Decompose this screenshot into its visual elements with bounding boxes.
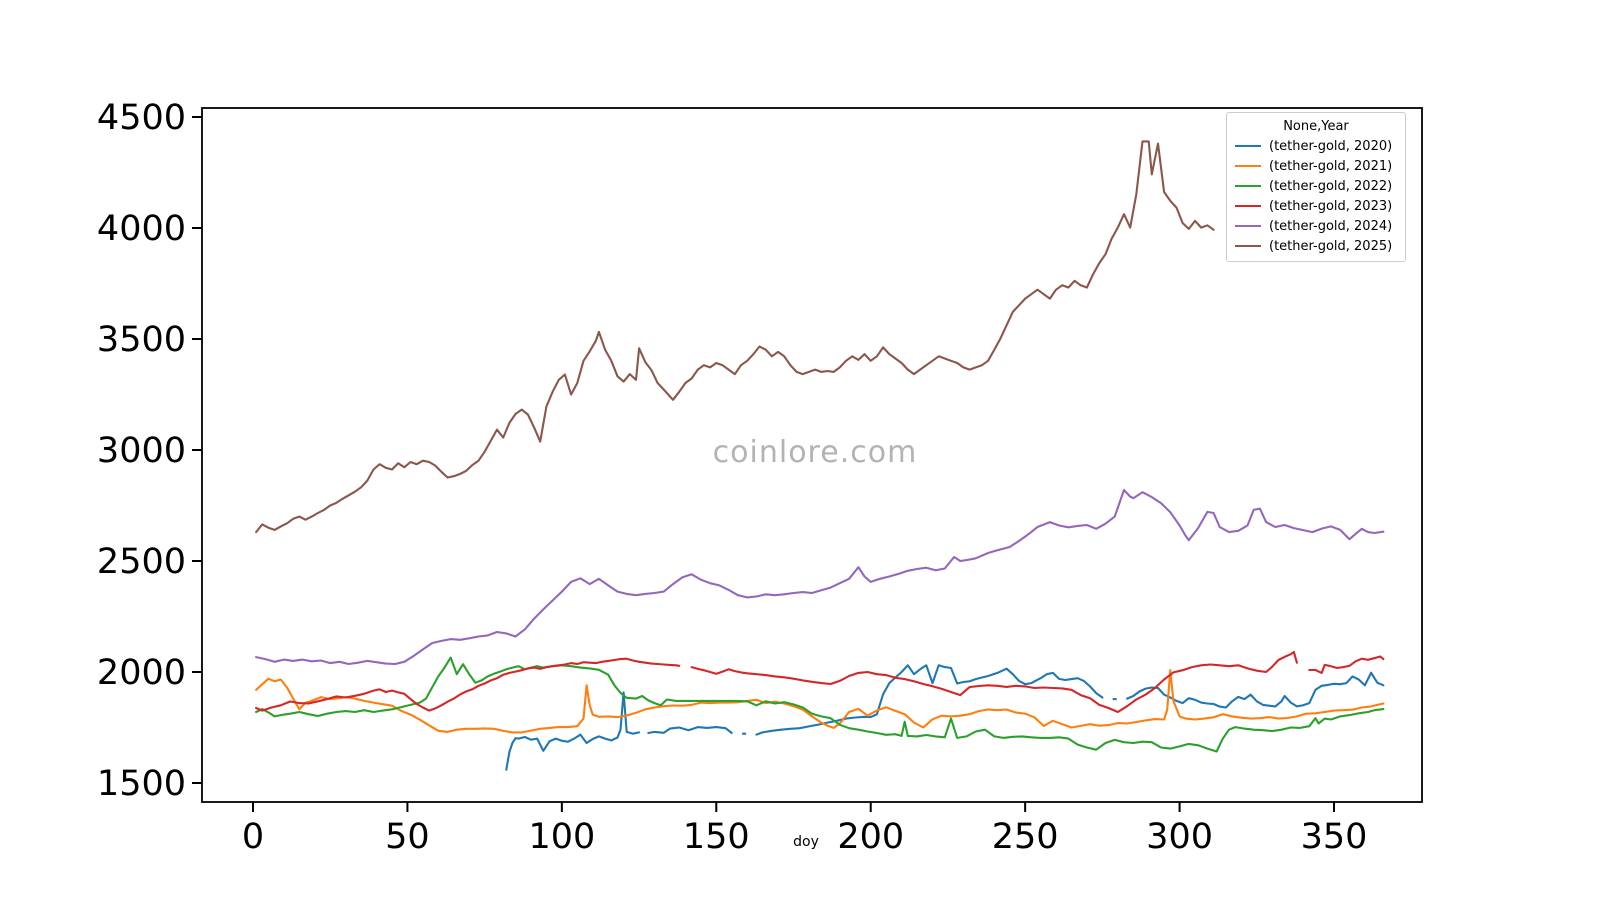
series-line-2024 xyxy=(255,488,1385,666)
y-tick-label: 2500 xyxy=(97,542,186,582)
legend-entry-label: (tether-gold, 2021) xyxy=(1269,158,1393,174)
legend-entry-2023: (tether-gold, 2023) xyxy=(1235,196,1397,216)
plot-frame xyxy=(201,107,1423,803)
watermark-text: coinlore.com xyxy=(713,435,918,470)
y-tick-label: 3000 xyxy=(97,431,186,471)
legend-line-swatch xyxy=(1235,205,1261,207)
series-line-2020 xyxy=(1126,671,1385,709)
series-line-2023 xyxy=(1308,655,1385,674)
legend-rows: (tether-gold, 2020) (tether-gold, 2021) (t… xyxy=(1235,136,1397,256)
legend-line-swatch xyxy=(1235,225,1261,227)
legend-entry-label: (tether-gold, 2024) xyxy=(1269,218,1393,234)
series-line-2021 xyxy=(255,669,1385,734)
series-line-2023 xyxy=(690,650,1298,714)
y-tick-label: 1500 xyxy=(97,764,186,804)
y-tick-label: 2000 xyxy=(97,653,186,693)
legend-entry-2024: (tether-gold, 2024) xyxy=(1235,216,1397,236)
legend-entry-2022: (tether-gold, 2022) xyxy=(1235,176,1397,196)
x-tick-label: 100 xyxy=(528,817,595,857)
x-axis-label: doy xyxy=(793,834,819,850)
series-line-2020 xyxy=(505,691,641,771)
series-line-2022 xyxy=(255,656,1385,753)
legend-entry-label: (tether-gold, 2022) xyxy=(1269,178,1393,194)
y-tick-label: 4500 xyxy=(97,98,186,138)
legend-entry-label: (tether-gold, 2025) xyxy=(1269,238,1393,254)
legend-entry-2021: (tether-gold, 2021) xyxy=(1235,156,1397,176)
legend-entry-2020: (tether-gold, 2020) xyxy=(1235,136,1397,156)
legend-entry-label: (tether-gold, 2023) xyxy=(1269,198,1393,214)
series-lines xyxy=(255,140,1385,771)
x-tick-label: 250 xyxy=(992,817,1059,857)
legend-line-swatch xyxy=(1235,165,1261,167)
legend-line-swatch xyxy=(1235,245,1261,247)
legend-line-swatch xyxy=(1235,185,1261,187)
plot-border xyxy=(201,107,1423,803)
x-tick-label: 0 xyxy=(242,817,264,857)
series-line-2020 xyxy=(755,664,1104,736)
series-line-2023 xyxy=(255,657,681,712)
x-tick-label: 300 xyxy=(1146,817,1213,857)
legend-entry-2025: (tether-gold, 2025) xyxy=(1235,236,1397,256)
series-line-2020 xyxy=(647,726,733,735)
x-tick-label: 50 xyxy=(385,817,430,857)
legend: None,Year (tether-gold, 2020) (tether-gol… xyxy=(1226,112,1406,262)
series-line-2025 xyxy=(255,140,1215,534)
legend-title: None,Year xyxy=(1283,119,1349,134)
y-tick-label: 3500 xyxy=(97,320,186,360)
axis-ticks: 1500 2000 2500 3000 3500 4000 4500 0 50 100 150 200… xyxy=(97,98,1367,857)
legend-line-swatch xyxy=(1235,145,1261,147)
x-tick-label: 200 xyxy=(837,817,904,857)
y-tick-label: 4000 xyxy=(97,209,186,249)
x-tick-label: 350 xyxy=(1301,817,1368,857)
legend-entry-label: (tether-gold, 2020) xyxy=(1269,138,1393,154)
x-tick-label: 150 xyxy=(683,817,750,857)
